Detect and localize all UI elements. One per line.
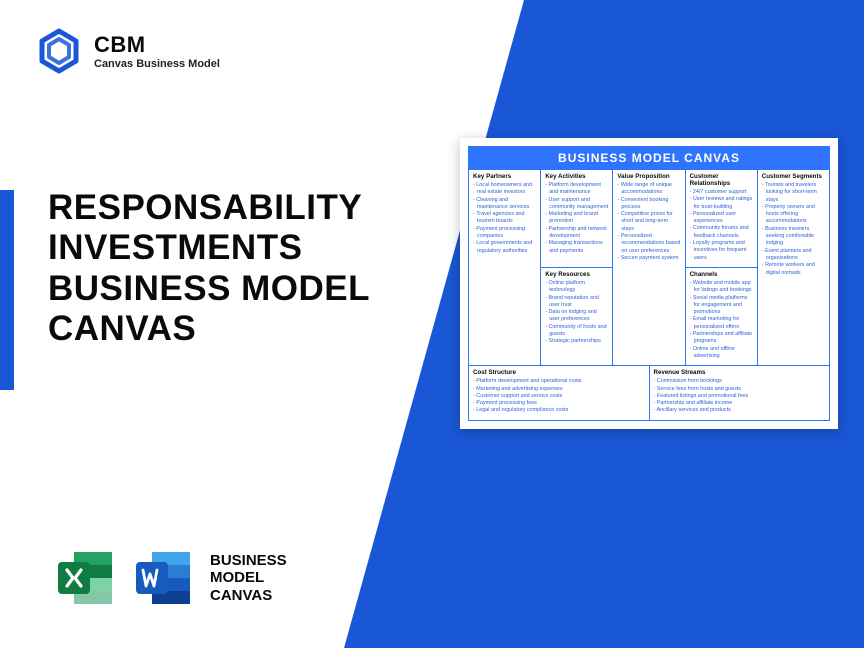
list-item: Travel agencies and tourism boards: [473, 211, 536, 226]
list-item: Service fees from hosts and guests: [654, 386, 826, 393]
list-item: Brand reputation and user trust: [545, 295, 608, 310]
list-item: Wide range of unique accommodations: [617, 182, 680, 197]
canvas-cell-key_partners: Key Partners Local homeowners and real e…: [469, 170, 541, 366]
list-item: Email marketing for personalized offers: [690, 316, 753, 331]
list-item: Partnership and network development: [545, 226, 608, 241]
list-item: Data on lodging and user preferences: [545, 309, 608, 324]
list-item: Convenient booking process: [617, 197, 680, 212]
canvas-cell-revenue_streams: Revenue Streams Commission from bookings…: [650, 366, 831, 420]
list-item: Community forums and feedback channels: [690, 225, 753, 240]
word-icon: [132, 546, 196, 610]
footer-icons: BUSINESSMODELCANVAS: [54, 546, 287, 610]
canvas-cell-value_proposition: Value Proposition Wide range of unique a…: [613, 170, 685, 366]
list-item: Property owners and hosts offering accom…: [762, 204, 825, 226]
list-item: Featured listings and promotional fees: [654, 393, 826, 400]
list-item: Tourists and travelers looking for short…: [762, 182, 825, 204]
list-item: Personalized recommendations based on us…: [617, 233, 680, 255]
list-item: Online and offline advertising: [690, 346, 753, 361]
list-item: Customer support and service costs: [473, 393, 645, 400]
list-item: Personalized user experiences: [690, 211, 753, 226]
canvas-cell-customer_relationships: Customer Relationships 24/7 customer sup…: [686, 170, 758, 268]
list-item: Marketing and advertising expenses: [473, 386, 645, 393]
list-item: User reviews and ratings for trust-build…: [690, 196, 753, 211]
canvas-cell-heading: Value Proposition: [617, 173, 680, 180]
list-item: Payment processing companies: [473, 226, 536, 241]
list-item: User support and community management: [545, 197, 608, 212]
list-item: Platform development and maintenance: [545, 182, 608, 197]
brand-abbr: CBM: [94, 32, 220, 58]
page-title: RESPONSABILITY INVESTMENTS BUSINESS MODE…: [48, 188, 428, 349]
canvas-cell-heading: Key Activities: [545, 173, 608, 180]
brand-subtitle: Canvas Business Model: [94, 58, 220, 70]
list-item: Social media platforms for engagement an…: [690, 295, 753, 317]
accent-bar: [0, 190, 14, 390]
list-item: Ancillary services and products: [654, 407, 826, 414]
hex-icon: [36, 28, 82, 74]
list-item: Community of hosts and guests: [545, 324, 608, 339]
list-item: Event planners and organizations: [762, 248, 825, 263]
canvas-cell-customer_segments: Customer Segments Tourists and travelers…: [758, 170, 830, 366]
list-item: Local homeowners and real estate investo…: [473, 182, 536, 197]
canvas-cell-heading: Customer Segments: [762, 173, 825, 180]
canvas-preview: BUSINESS MODEL CANVAS Key Partners Local…: [460, 138, 838, 429]
list-item: Remote workers and digital nomads: [762, 262, 825, 277]
list-item: Marketing and brand promotion: [545, 211, 608, 226]
list-item: Strategic partnerships: [545, 338, 608, 345]
canvas-cell-heading: Channels: [690, 271, 753, 278]
canvas-cell-heading: Revenue Streams: [654, 369, 826, 376]
list-item: Competitive prices for short and long-te…: [617, 211, 680, 233]
list-item: Payment processing fees: [473, 400, 645, 407]
list-item: Website and mobile app for listings and …: [690, 280, 753, 295]
list-item: Partnerships and affiliate programs: [690, 331, 753, 346]
list-item: Cleaning and maintenance services: [473, 197, 536, 212]
list-item: 24/7 customer support: [690, 189, 753, 196]
list-item: Commission from bookings: [654, 378, 826, 385]
canvas-cell-heading: Key Resources: [545, 271, 608, 278]
list-item: Managing transactions and payments: [545, 240, 608, 255]
canvas-cell-channels: Channels Website and mobile app for list…: [686, 268, 758, 366]
canvas-cell-key_activities: Key Activities Platform development and …: [541, 170, 613, 268]
excel-icon: [54, 546, 118, 610]
canvas-cell-heading: Cost Structure: [473, 369, 645, 376]
brand-logo: CBM Canvas Business Model: [36, 28, 220, 74]
canvas-cell-key_resources: Key Resources Online platform technology…: [541, 268, 613, 366]
canvas-cell-cost_structure: Cost Structure Platform development and …: [469, 366, 650, 420]
list-item: Partnership and affiliate income: [654, 400, 826, 407]
list-item: Local governments and regulatory authori…: [473, 240, 536, 255]
list-item: Loyalty programs and incentives for freq…: [690, 240, 753, 262]
list-item: Secure payment system: [617, 255, 680, 262]
list-item: Online platform technology: [545, 280, 608, 295]
canvas-cell-heading: Customer Relationships: [690, 173, 753, 187]
canvas-title: BUSINESS MODEL CANVAS: [468, 146, 830, 170]
list-item: Business travelers seeking comfortable l…: [762, 226, 825, 248]
canvas-cell-heading: Key Partners: [473, 173, 536, 180]
list-item: Legal and regulatory compliance costs: [473, 407, 645, 414]
list-item: Platform development and operational cos…: [473, 378, 645, 385]
footer-label: BUSINESSMODELCANVAS: [210, 552, 287, 604]
